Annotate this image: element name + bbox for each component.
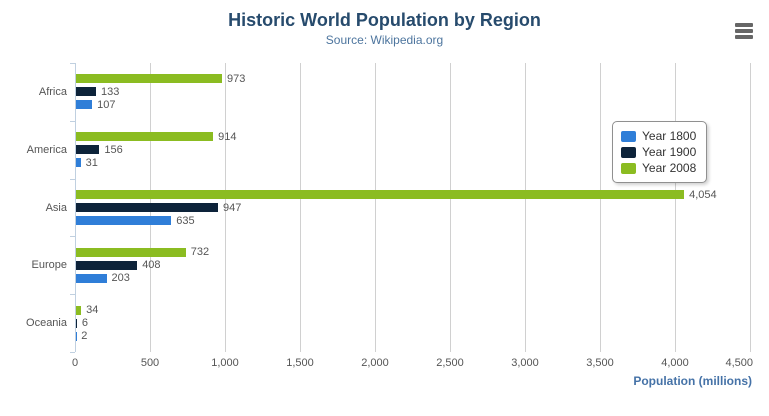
gridline	[750, 63, 751, 352]
bar-value-label: 31	[85, 156, 98, 169]
gridline	[450, 63, 451, 352]
x-axis-tick-label: 0	[71, 357, 79, 369]
legend-label: Year 1900	[642, 145, 697, 159]
bar-europe-year-2008[interactable]	[76, 247, 186, 257]
bar-asia-year-1900[interactable]	[76, 203, 218, 212]
bar-value-label: 973	[227, 72, 246, 85]
bar-value-label: 203	[111, 272, 130, 285]
category-axis-tick	[70, 294, 75, 296]
gridline	[600, 63, 601, 352]
x-axis-tick-label: 4,500	[725, 357, 753, 369]
bar-value-label: 2	[81, 330, 88, 343]
bar-value-label: 947	[223, 201, 242, 214]
bar-africa-year-1800[interactable]	[76, 100, 93, 110]
gridline	[675, 63, 676, 352]
x-axis-tick-label: 2,000	[361, 357, 389, 369]
bar-africa-year-1900[interactable]	[76, 87, 96, 97]
chart-title: Historic World Population by Region	[228, 10, 541, 30]
gridline	[375, 63, 376, 352]
legend-item-year-1800[interactable]: Year 1800	[621, 128, 696, 144]
bar-value-label: 914	[218, 130, 237, 143]
x-axis-tick-label: 500	[140, 357, 160, 369]
bar-value-label: 732	[190, 246, 210, 259]
hamburger-menu-icon[interactable]	[735, 23, 753, 41]
x-axis-tick-label: 3,000	[511, 357, 539, 369]
legend-swatch-icon	[621, 162, 636, 174]
bar-europe-year-1800[interactable]	[76, 273, 107, 283]
bar-value-label: 34	[86, 304, 99, 317]
category-label-oceania: Oceania	[26, 317, 67, 330]
x-axis-tick-label: 1,500	[286, 357, 314, 369]
gridline	[300, 63, 301, 352]
bar-europe-year-1900[interactable]	[76, 260, 138, 270]
gridline	[525, 63, 526, 352]
category-axis-tick	[70, 120, 75, 122]
x-axis-tick-label: 3,500	[586, 357, 614, 369]
legend-label: Year 1800	[642, 129, 697, 143]
category-axis-tick	[70, 352, 75, 353]
x-axis-tick-label: 2,500	[436, 357, 464, 369]
legend-swatch-icon	[621, 146, 636, 158]
bar-america-year-2008[interactable]	[76, 132, 214, 142]
bar-value-label: 107	[97, 98, 116, 111]
legend-item-year-2008[interactable]: Year 2008	[621, 160, 696, 176]
bar-oceania-year-2008[interactable]	[76, 305, 82, 315]
bar-america-year-1800[interactable]	[76, 158, 81, 168]
bar-oceania-year-1900[interactable]	[76, 318, 77, 328]
bar-america-year-1900[interactable]	[76, 145, 100, 155]
bar-asia-year-1800[interactable]	[76, 216, 172, 225]
x-axis-title: Population (millions)	[633, 374, 752, 388]
legend-swatch-icon	[621, 130, 636, 142]
category-axis-tick	[70, 236, 75, 238]
chart-subtitle: Source: Wikipedia.org	[325, 33, 444, 47]
legend: Year 1800 Year 1900 Year 2008	[612, 121, 708, 183]
bar-value-label: 408	[142, 259, 161, 272]
bar-value-label: 156	[104, 143, 123, 156]
category-label-africa: Africa	[38, 85, 67, 98]
legend-item-year-1900[interactable]: Year 1900	[621, 144, 696, 160]
x-axis-tick-label: 1,000	[211, 357, 239, 369]
hamburger-bar	[735, 23, 753, 27]
category-label-europe: Europe	[31, 259, 67, 272]
category-axis-tick	[70, 178, 75, 180]
bar-asia-year-2008[interactable]	[76, 190, 685, 199]
category-label-america: America	[26, 143, 67, 156]
hamburger-bar	[735, 35, 753, 39]
legend-label: Year 2008	[642, 161, 697, 175]
bar-africa-year-2008[interactable]	[76, 74, 222, 84]
bar-value-label: 635	[176, 214, 195, 227]
gridline	[225, 63, 226, 352]
hamburger-bar	[735, 29, 753, 33]
x-axis-tick-label: 4,000	[661, 357, 689, 369]
bar-value-label: 6	[81, 317, 89, 330]
category-label-asia: Asia	[45, 201, 67, 214]
category-axis-line	[75, 63, 76, 352]
bar-value-label: 4,054	[689, 188, 717, 201]
bar-value-label: 133	[101, 85, 120, 98]
category-axis-tick	[70, 63, 75, 64]
